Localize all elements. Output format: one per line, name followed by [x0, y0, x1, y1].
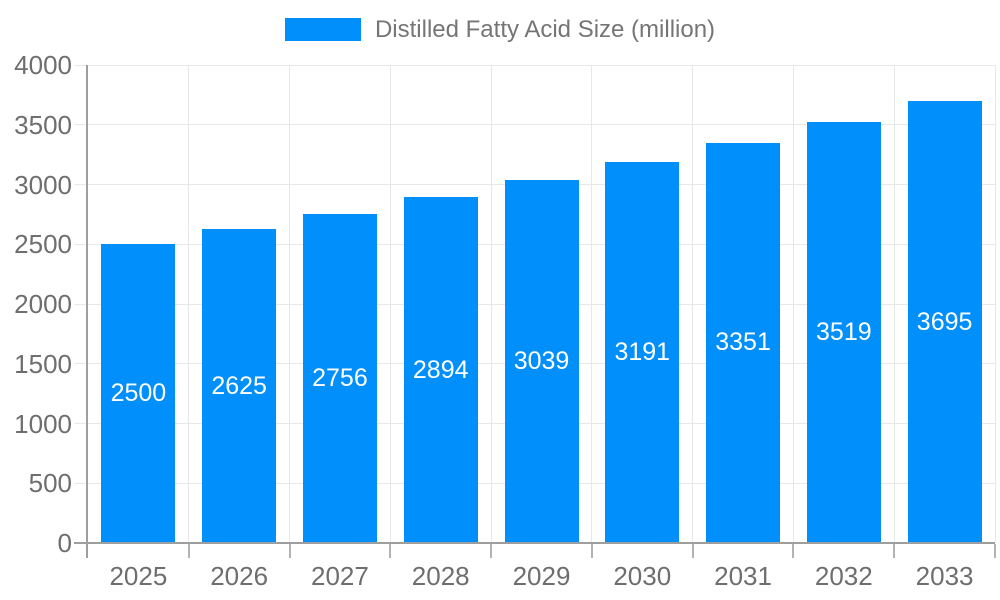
gridline-v — [188, 65, 190, 543]
gridline-v — [692, 65, 694, 543]
gridline-v — [792, 65, 794, 543]
y-tick-label: 2000 — [14, 289, 72, 319]
x-tick-label: 2033 — [915, 561, 974, 591]
bar[interactable]: 2894 — [403, 197, 478, 543]
gridline-v — [893, 65, 895, 543]
x-tick-label: 2025 — [109, 561, 168, 591]
y-tick-label: 1500 — [14, 348, 72, 379]
bar-value-label: 2894 — [412, 355, 469, 384]
x-tick-label: 2028 — [411, 561, 470, 591]
y-tick-label: 3000 — [14, 169, 72, 200]
bar-value-label: 3039 — [513, 346, 570, 375]
bar-value-label: 2756 — [312, 363, 368, 392]
x-axis-tick — [994, 544, 996, 558]
gridline-h — [74, 124, 995, 126]
y-tick-label: 0 — [57, 528, 72, 558]
bar[interactable]: 2625 — [202, 229, 277, 543]
x-tick-label: 2031 — [714, 561, 772, 591]
bar-value-label: 3191 — [614, 337, 671, 366]
gridline-v — [389, 65, 391, 543]
bar-value-label: 3695 — [916, 307, 973, 336]
bar[interactable]: 3351 — [706, 142, 781, 543]
bar[interactable]: 2500 — [101, 244, 176, 543]
x-axis-tick — [389, 544, 392, 558]
x-tick-label: 2026 — [210, 561, 269, 591]
bar-value-label: 2500 — [110, 379, 167, 408]
bar-value-label: 3519 — [816, 318, 872, 347]
y-axis-line — [86, 65, 88, 558]
bar[interactable]: 3191 — [605, 161, 680, 543]
y-tick-label: 500 — [28, 468, 72, 499]
x-tick-label: 2027 — [311, 561, 369, 591]
y-tick-label: 3500 — [14, 109, 72, 140]
bar-value-label: 3351 — [715, 328, 771, 357]
gridline-v — [289, 65, 291, 543]
y-tick-label: 2500 — [14, 229, 72, 260]
chart-legend[interactable]: Distilled Fatty Acid Size (million) — [0, 16, 1000, 43]
bar-value-label: 2625 — [211, 371, 267, 400]
x-tick-label: 2029 — [512, 561, 571, 591]
bar[interactable]: 3519 — [806, 122, 881, 543]
gridline-v — [994, 65, 996, 543]
x-axis-tick — [490, 544, 493, 558]
bar[interactable]: 2756 — [302, 213, 377, 543]
x-axis-tick — [590, 544, 593, 558]
x-axis-line — [74, 542, 995, 544]
y-tick-label: 1000 — [14, 408, 72, 439]
bar[interactable]: 3695 — [907, 101, 982, 543]
x-tick-label: 2030 — [613, 561, 672, 591]
bar[interactable]: 3039 — [504, 179, 579, 543]
x-tick-label: 2032 — [814, 561, 873, 591]
legend-swatch — [284, 18, 361, 41]
x-axis-tick — [691, 544, 694, 558]
gridline-h — [74, 64, 995, 66]
legend-label: Distilled Fatty Acid Size (million) — [374, 16, 716, 43]
x-axis-tick — [792, 544, 795, 558]
x-axis-tick — [288, 544, 291, 558]
gridline-v — [591, 65, 593, 543]
x-axis-tick — [893, 544, 896, 558]
y-tick-label: 4000 — [14, 50, 72, 80]
gridline-v — [490, 65, 492, 543]
x-axis-tick — [187, 544, 190, 558]
